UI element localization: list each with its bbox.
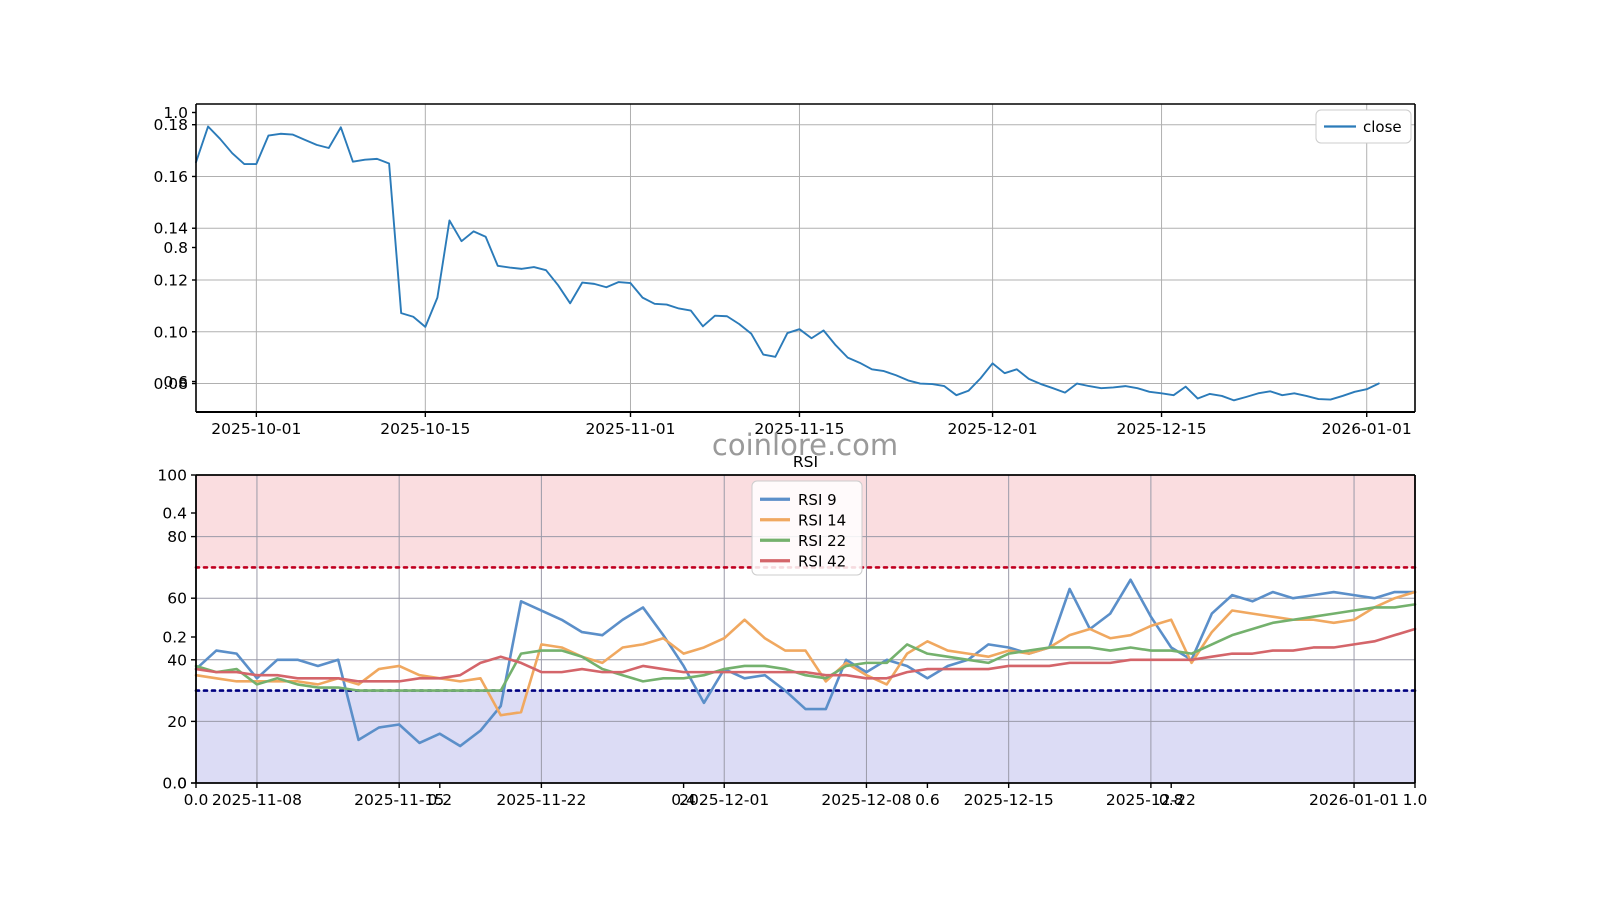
- rsi-x-tick-label: 2025-12-22: [1106, 791, 1196, 809]
- rsi-x-overlay-label: 0.0: [184, 791, 209, 809]
- rsi-legend-label: RSI 9: [798, 491, 837, 509]
- rsi-x-tick-label: 2025-12-01: [679, 791, 769, 809]
- rsi-y-tick-label: 100: [157, 467, 187, 485]
- price-y-axis-labels: 0.08 0.10 0.12 0.14 0.16 0.18: [153, 116, 196, 393]
- rsi-x-overlay-label: 0.2: [427, 791, 452, 809]
- price-y-tick-label: 0.14: [153, 220, 188, 238]
- rsi-line-rsi-42: [194, 627, 1417, 683]
- rsi-y-tick-label: 40: [167, 651, 187, 669]
- rsi-x-tick-label: 2025-12-08: [821, 791, 911, 809]
- rsi-x-tick-label: 2025-11-22: [496, 791, 586, 809]
- price-x-tick-label: 2025-12-15: [1116, 420, 1206, 438]
- rsi-x-axis-labels: 2025-11-08 2025-11-15 2025-11-22 2025-12-01…: [212, 783, 1399, 809]
- rsi-y-axis-labels: 0 20 40 60 80 100: [157, 467, 196, 793]
- price-y-tick-label: 0.16: [153, 168, 188, 186]
- price-x-axis-labels: 2025-10-01 2025-10-15 2025-11-01 2025-11-15…: [211, 412, 1412, 438]
- rsi-x-overlay-label: 1.0: [1403, 791, 1428, 809]
- rsi-x-overlay-label: 0.8: [1159, 791, 1184, 809]
- price-y-tick-label: 0.12: [153, 272, 188, 290]
- rsi-y-tick-label: 80: [167, 528, 187, 546]
- rsi-series-group: [194, 578, 1417, 748]
- price-x-tick-label: 2025-12-01: [948, 420, 1038, 438]
- price-y-tick-label: 0.18: [153, 116, 188, 134]
- rsi-x-tick-label: 2025-11-08: [212, 791, 302, 809]
- rsi-x-tick-label: 2025-12-15: [964, 791, 1054, 809]
- price-y-tick-label: 0.08: [153, 375, 188, 393]
- price-plot-background: [196, 104, 1415, 412]
- rsi-panel: 0 20 40 60 80 100 0.0 0.2 0.4 2025-11-08 2025-11-1…: [157, 453, 1427, 809]
- rsi-y-overlay-label: 0.2: [162, 629, 187, 647]
- watermark-coinlore: coinlore.com: [712, 428, 898, 462]
- price-y-overlay-label: 0.6: [163, 373, 188, 391]
- rsi-line-rsi-9: [194, 578, 1417, 748]
- rsi-x-tick-label: 2026-01-01: [1309, 791, 1399, 809]
- price-y-tick-label: 0.10: [153, 323, 188, 341]
- price-x-tick-label: 2025-11-15: [754, 420, 844, 438]
- rsi-legend[interactable]: RSI 9 RSI 14 RSI 22 RSI 42: [751, 480, 863, 576]
- rsi-y-tick-label: 0: [177, 775, 187, 793]
- rsi-line-rsi-14: [194, 590, 1417, 717]
- price-line-close: [195, 125, 1380, 402]
- rsi-x-overlay-label: 0.4: [671, 791, 696, 809]
- rsi-y-axis-overlay-labels: 0.0 0.2 0.4: [162, 505, 196, 793]
- rsi-legend-label: RSI 14: [798, 511, 846, 529]
- price-legend-box: [1315, 109, 1412, 144]
- rsi-oversold-band: [196, 690, 1415, 783]
- rsi-legend-label: RSI 22: [798, 532, 846, 550]
- price-y-axis-overlay-labels: 0.6 0.8 1.0: [163, 104, 196, 391]
- price-x-tick-label: 2025-10-15: [380, 420, 470, 438]
- price-y-overlay-label: 1.0: [163, 104, 188, 122]
- price-panel: 0.08 0.10 0.12 0.14 0.16 0.18 0.6 0.8 1.0 2025-10…: [153, 103, 1416, 438]
- price-y-overlay-label: 0.8: [163, 239, 188, 257]
- rsi-legend-box: [751, 480, 863, 576]
- rsi-x-axis-overlay-labels: 0.0 0.2 0.4 0.6 0.8 1.0: [184, 783, 1428, 809]
- price-series-group: [195, 125, 1380, 402]
- price-x-tick-label: 2026-01-01: [1322, 420, 1412, 438]
- rsi-x-tick-label: 2025-11-15: [354, 791, 444, 809]
- price-x-tick-label: 2025-11-01: [585, 420, 675, 438]
- rsi-y-tick-label: 60: [167, 590, 187, 608]
- rsi-legend-label: RSI 42: [798, 552, 846, 570]
- rsi-y-tick-label: 20: [167, 713, 187, 731]
- rsi-x-overlay-label: 0.6: [915, 791, 940, 809]
- rsi-y-overlay-label: 0.4: [162, 505, 187, 523]
- rsi-line-rsi-22: [194, 603, 1417, 692]
- price-legend[interactable]: close: [1315, 109, 1412, 144]
- price-x-tick-label: 2025-10-01: [211, 420, 301, 438]
- rsi-title: RSI: [793, 453, 818, 471]
- price-legend-label: close: [1363, 118, 1402, 136]
- rsi-y-overlay-label: 0.0: [162, 775, 187, 793]
